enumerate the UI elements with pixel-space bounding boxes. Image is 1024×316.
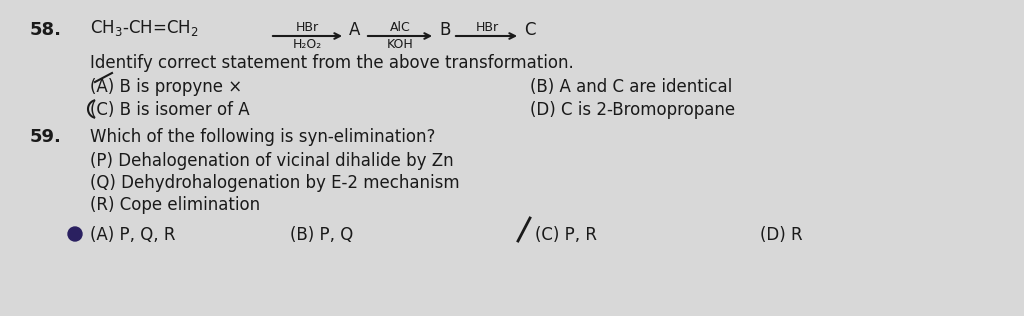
Text: (A) P, Q, R: (A) P, Q, R bbox=[90, 226, 175, 244]
Text: (A) B is propyne ×: (A) B is propyne × bbox=[90, 78, 242, 96]
Text: HBr: HBr bbox=[475, 21, 499, 34]
Text: (C) B is isomer of A: (C) B is isomer of A bbox=[90, 101, 250, 119]
Text: (B) A and C are identical: (B) A and C are identical bbox=[530, 78, 732, 96]
Text: CH$_3$-CH=CH$_2$: CH$_3$-CH=CH$_2$ bbox=[90, 18, 199, 38]
Text: (D) R: (D) R bbox=[760, 226, 803, 244]
Text: Which of the following is syn-elimination?: Which of the following is syn-eliminatio… bbox=[90, 128, 435, 146]
Text: (D) C is 2-Bromopropane: (D) C is 2-Bromopropane bbox=[530, 101, 735, 119]
Text: 59.: 59. bbox=[30, 128, 61, 146]
Text: A: A bbox=[349, 21, 360, 39]
Text: H₂O₂: H₂O₂ bbox=[293, 38, 322, 51]
Text: (B) P, Q: (B) P, Q bbox=[290, 226, 353, 244]
Text: (C) P, R: (C) P, R bbox=[535, 226, 597, 244]
Text: AlC: AlC bbox=[389, 21, 411, 34]
Text: (R) Cope elimination: (R) Cope elimination bbox=[90, 196, 260, 214]
Text: 58.: 58. bbox=[30, 21, 62, 39]
Text: (P) Dehalogenation of vicinal dihalide by Zn: (P) Dehalogenation of vicinal dihalide b… bbox=[90, 152, 454, 170]
Text: B: B bbox=[439, 21, 451, 39]
Text: Identify correct statement from the above transformation.: Identify correct statement from the abov… bbox=[90, 54, 573, 72]
Text: C: C bbox=[524, 21, 536, 39]
Text: KOH: KOH bbox=[387, 38, 414, 51]
Circle shape bbox=[68, 227, 82, 241]
Text: (Q) Dehydrohalogenation by E-2 mechanism: (Q) Dehydrohalogenation by E-2 mechanism bbox=[90, 174, 460, 192]
Text: HBr: HBr bbox=[296, 21, 318, 34]
